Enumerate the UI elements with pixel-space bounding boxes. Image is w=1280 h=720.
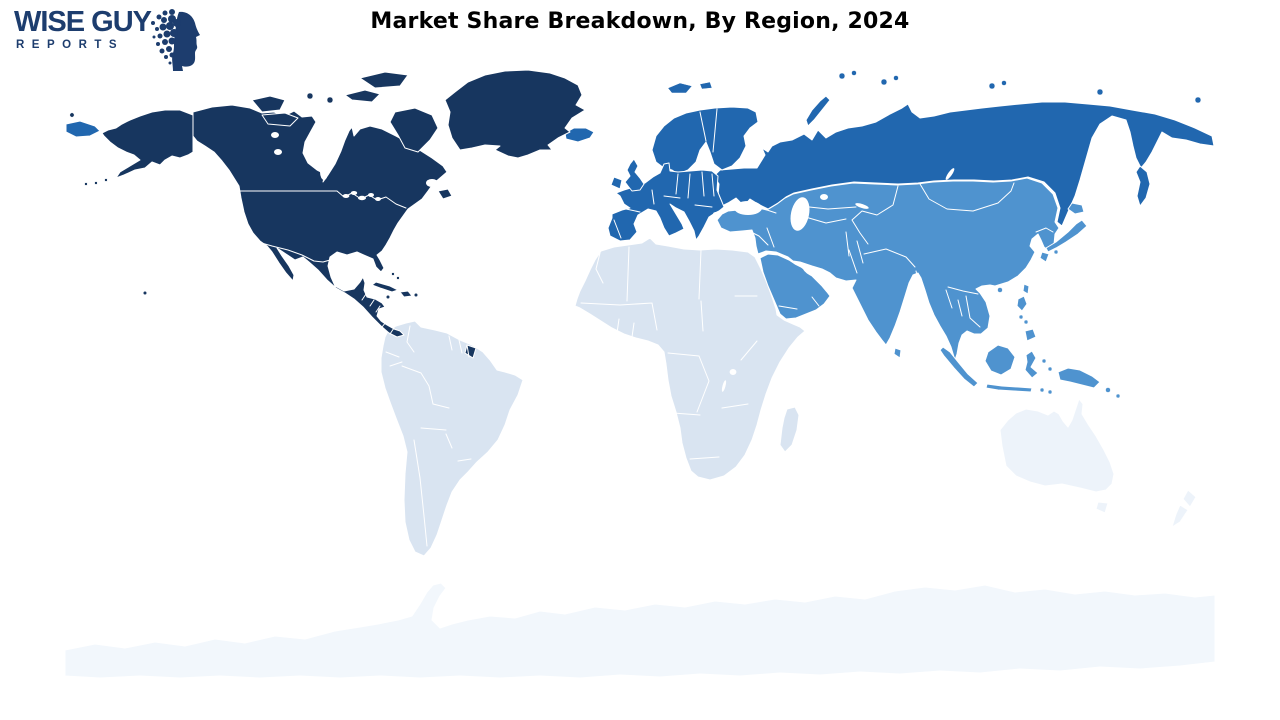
himalaya-border xyxy=(863,248,916,268)
banks-island xyxy=(261,112,299,127)
java-shape xyxy=(985,383,1033,393)
great-lake-4 xyxy=(368,193,374,197)
arabia-shape xyxy=(759,253,831,320)
baffin-island xyxy=(389,107,439,153)
australia-shape xyxy=(999,398,1115,493)
japan-hokkaido xyxy=(1067,202,1085,215)
region-oceania xyxy=(999,398,1197,528)
arctic-islands-specks xyxy=(667,70,1202,104)
central-america-borders xyxy=(361,293,395,335)
europe-mainland-shape xyxy=(607,162,725,242)
logo: WISE GUY REPORTS xyxy=(14,8,203,71)
region-north-america xyxy=(69,69,586,359)
victoria-island xyxy=(251,95,286,113)
china-west-border xyxy=(851,185,899,245)
lake-baikal xyxy=(945,168,955,180)
us-mexico-border xyxy=(257,241,331,263)
new-guinea-shape xyxy=(1057,367,1101,389)
newfoundland-shape xyxy=(437,188,453,200)
country-borders xyxy=(192,108,1054,547)
aral-sea xyxy=(820,194,828,200)
new-zealand-north xyxy=(1182,489,1197,508)
central-asia-borders xyxy=(799,205,857,224)
logo-head-icon xyxy=(151,9,201,71)
north-america-mainland xyxy=(192,104,448,338)
arabia-borders xyxy=(778,296,820,310)
devon-island xyxy=(344,89,381,103)
novaya-zemlya-shape xyxy=(805,95,831,127)
great-slave-lake xyxy=(274,149,282,155)
borneo-shape xyxy=(984,344,1016,376)
lake-tanganyika xyxy=(721,380,727,392)
page-title: Market Share Breakdown, By Region, 2024 xyxy=(370,9,910,34)
james-bay xyxy=(320,164,328,180)
cuba-shape xyxy=(371,281,399,293)
philippines-luzon xyxy=(1016,295,1028,312)
persian-gulf xyxy=(802,266,822,278)
aegean-notch xyxy=(713,212,719,216)
great-lake-2 xyxy=(350,191,358,195)
lakes-and-seas xyxy=(271,125,955,392)
south-america-borders xyxy=(385,325,472,547)
ireland-shape xyxy=(610,176,623,190)
uk-shape xyxy=(624,158,645,192)
africa-shape xyxy=(574,237,806,481)
lake-victoria xyxy=(729,369,737,375)
new-zealand-south xyxy=(1171,504,1189,528)
iceland-shape xyxy=(564,127,595,143)
logo-wordmark: WISE GUY xyxy=(14,6,152,38)
anatolia-iraq-borders xyxy=(748,208,777,248)
scandinavia-shape xyxy=(651,106,759,175)
chukotka-wrap-strip xyxy=(65,120,101,138)
gulf-st-lawrence xyxy=(426,179,438,187)
hispaniola-shape xyxy=(399,290,413,298)
antarctica-shape xyxy=(64,582,1216,679)
region-antarctica xyxy=(64,582,1216,679)
lake-balkhash xyxy=(855,203,869,209)
europe-borders xyxy=(613,108,718,239)
logo-subtitle: REPORTS xyxy=(16,39,125,51)
korea-border xyxy=(1035,227,1054,233)
us-canada-border xyxy=(239,190,407,209)
tasmania-shape xyxy=(1095,501,1109,514)
indochina-borders xyxy=(915,270,981,328)
sulawesi-shape xyxy=(1024,350,1039,379)
madagascar-shape xyxy=(779,406,800,453)
south-america-shape xyxy=(380,320,524,557)
north-america-specks xyxy=(69,92,419,300)
iran-afghanistan-pakistan-borders xyxy=(845,231,864,274)
mongolia-border xyxy=(919,182,1015,212)
caspian-sea xyxy=(790,197,810,231)
great-bear-lake xyxy=(271,132,279,138)
sri-lanka-shape xyxy=(893,347,902,359)
japan-honshu xyxy=(1045,219,1088,253)
asia-island-specks xyxy=(997,249,1121,399)
africa-borders xyxy=(580,246,758,460)
sumatra-shape xyxy=(939,346,979,388)
black-sea xyxy=(734,201,762,215)
ellesmere-island xyxy=(359,71,409,89)
korea-taiwan-area xyxy=(1022,283,1030,295)
mexico-guatemala-border xyxy=(339,281,351,288)
region-south-america-africa xyxy=(380,237,806,557)
japan-kyushu xyxy=(1039,251,1050,263)
hudson-bay xyxy=(307,125,337,167)
region-europe-russia xyxy=(65,70,1215,242)
sakhalin-shape xyxy=(1135,165,1151,207)
alaska-shape xyxy=(101,109,194,179)
philippines-mindanao xyxy=(1024,328,1037,342)
greenland-shape xyxy=(444,69,586,159)
